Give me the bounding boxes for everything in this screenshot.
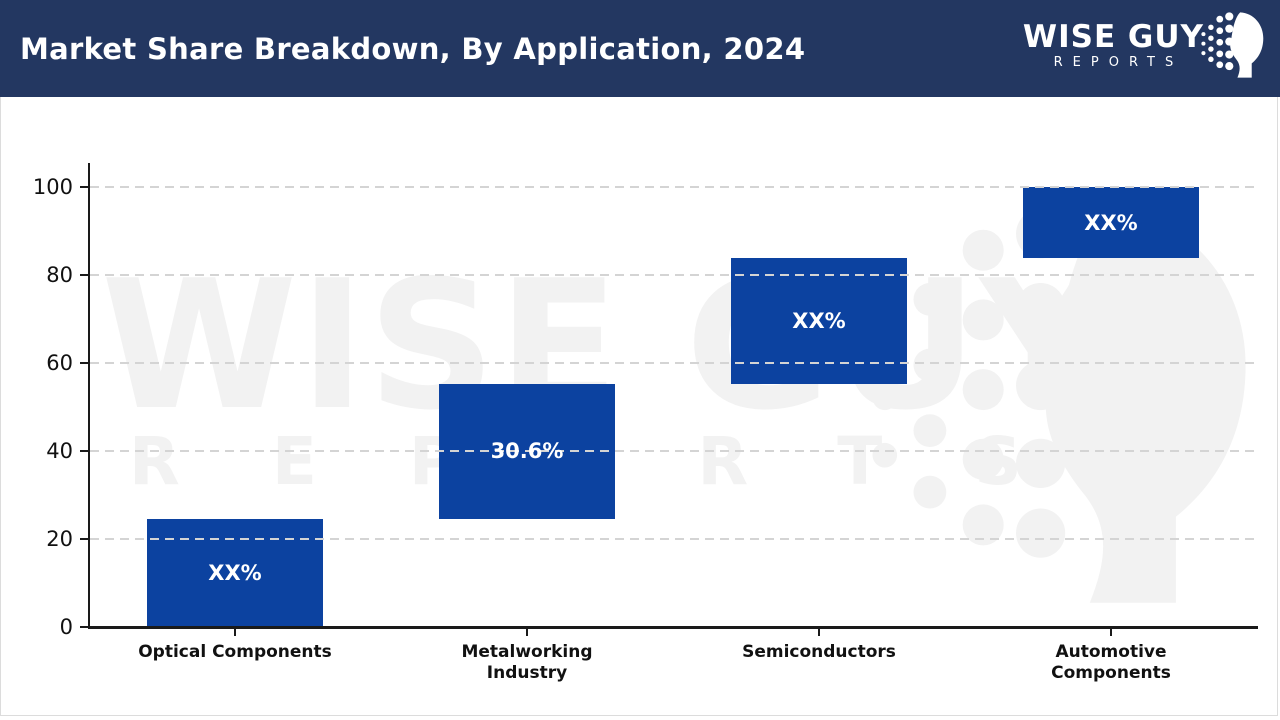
y-tick-100: [80, 186, 89, 188]
x-category-label: Semiconductors: [742, 642, 896, 662]
y-axis-line: [88, 163, 90, 627]
y-tick-label: 20: [46, 527, 73, 551]
y-tick-80: [80, 274, 89, 276]
brand-logo-text: WISE GUY REPORTS: [1023, 20, 1204, 70]
x-tick: [526, 628, 528, 636]
bar-segment: [147, 518, 323, 627]
x-tick: [234, 628, 236, 636]
x-category-label: Automotive Components: [1051, 642, 1171, 683]
y-tick-label: 40: [46, 439, 73, 463]
x-category-label: Optical Components: [138, 642, 332, 662]
gridline-100: [90, 186, 1257, 188]
gridline-80: [90, 274, 1257, 276]
page-title: Market Share Breakdown, By Application, …: [20, 31, 806, 66]
bar-value-label: XX%: [1084, 210, 1138, 235]
chart-area: WISE GUY REPORTS 0 20 40 60 80 100 XX% Optical …: [0, 97, 1278, 716]
brand-logo: WISE GUY REPORTS: [1023, 8, 1266, 82]
x-tick: [1110, 628, 1112, 636]
x-tick: [818, 628, 820, 636]
y-tick-label: 80: [46, 263, 73, 287]
y-tick-60: [80, 362, 89, 364]
bar-value-label: 30.6%: [490, 439, 564, 464]
gridline-40: [90, 450, 1257, 452]
y-tick-label: 60: [46, 351, 73, 375]
x-category-label: Metalworking Industry: [461, 642, 593, 683]
x-axis-line: [88, 626, 1258, 629]
header-band: Market Share Breakdown, By Application, …: [0, 0, 1280, 97]
y-tick-20: [80, 538, 89, 540]
logo-wordmark: WISE GUY: [1022, 18, 1204, 55]
y-tick-0: [80, 626, 89, 628]
bar-value-label: XX%: [208, 560, 262, 585]
y-tick-40: [80, 450, 89, 452]
bar-value-label: XX%: [792, 309, 846, 334]
y-tick-label: 100: [32, 175, 73, 199]
y-tick-label: 0: [59, 615, 73, 639]
logo-subtext: REPORTS: [1053, 55, 1184, 71]
bar-segment: [1023, 187, 1199, 259]
logo-face-icon: [1201, 12, 1264, 78]
gridline-20: [90, 538, 1257, 540]
gridline-60: [90, 362, 1257, 364]
